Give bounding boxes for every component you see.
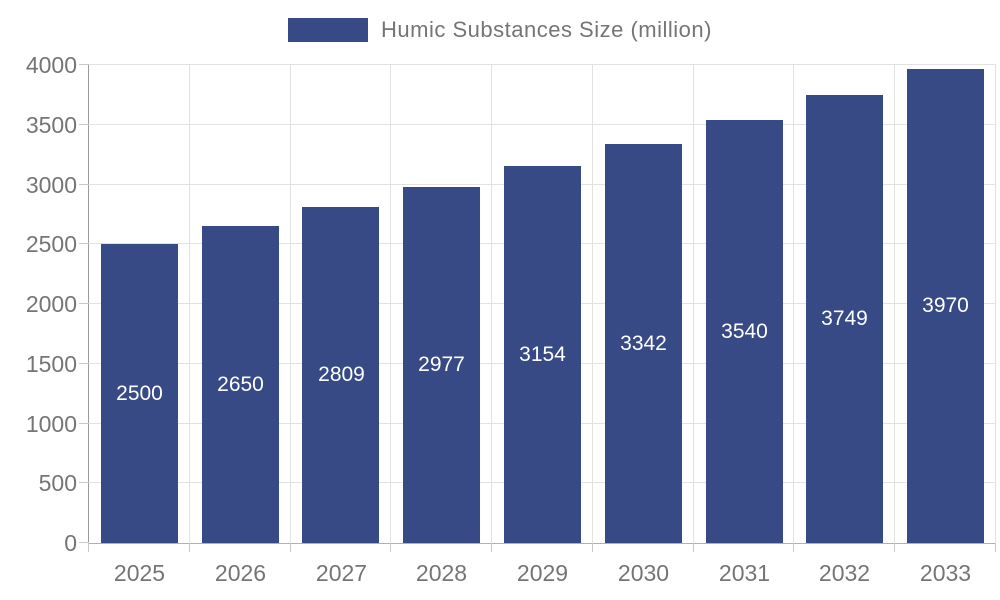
y-axis-tick bbox=[79, 243, 89, 245]
bar-value-label: 2650 bbox=[217, 373, 264, 396]
gridline-vertical bbox=[894, 65, 895, 543]
bar-value-label: 3154 bbox=[519, 343, 566, 366]
bar-2029[interactable] bbox=[504, 166, 581, 543]
x-axis-tick bbox=[693, 543, 694, 552]
x-axis-tick bbox=[189, 543, 190, 552]
y-axis-tick bbox=[79, 362, 89, 364]
bar-value-label: 3749 bbox=[821, 307, 868, 330]
y-axis-tick bbox=[79, 64, 89, 65]
gridline-vertical bbox=[390, 65, 391, 543]
bar-value-label: 3342 bbox=[620, 332, 667, 355]
x-axis-tick bbox=[894, 543, 895, 552]
gridline-vertical bbox=[491, 65, 492, 543]
gridline-vertical bbox=[793, 65, 794, 543]
y-axis-tick-label: 0 bbox=[64, 530, 77, 556]
y-axis-tick-label: 1000 bbox=[25, 410, 77, 437]
gridline-vertical bbox=[290, 65, 291, 543]
x-axis-tick bbox=[592, 543, 593, 552]
y-axis-tick bbox=[79, 123, 89, 125]
plot-area: 0 500 1000 1500 2000 2500 3000 3500 4000 2500 2025… bbox=[26, 52, 996, 586]
gridline-horizontal bbox=[89, 123, 996, 125]
y-axis-tick bbox=[79, 482, 89, 484]
y-axis-tick-label: 2500 bbox=[25, 231, 77, 258]
x-axis-tick-label: 2029 bbox=[516, 560, 569, 586]
x-axis-tick bbox=[390, 543, 391, 552]
gridline-vertical bbox=[995, 65, 996, 543]
x-axis-tick-label: 2033 bbox=[919, 560, 972, 586]
x-axis-tick bbox=[995, 543, 996, 552]
bar-value-label: 2500 bbox=[116, 382, 163, 405]
x-axis-tick-label: 2027 bbox=[315, 560, 368, 586]
y-axis-tick-label: 1500 bbox=[25, 350, 77, 377]
y-axis-tick-label: 3500 bbox=[25, 111, 77, 138]
x-axis-tick bbox=[290, 543, 291, 552]
x-axis-tick-label: 2030 bbox=[617, 560, 670, 586]
y-axis-tick-label: 3000 bbox=[25, 171, 77, 198]
bar-2031[interactable] bbox=[706, 120, 783, 543]
bar-2028[interactable] bbox=[403, 187, 480, 543]
x-axis-tick-label: 2028 bbox=[415, 560, 468, 586]
y-axis-tick bbox=[79, 183, 89, 185]
x-axis-tick bbox=[88, 543, 89, 552]
x-axis-tick-label: 2032 bbox=[818, 560, 871, 586]
bar-2030[interactable] bbox=[605, 144, 682, 543]
gridline-horizontal bbox=[89, 64, 996, 65]
gridline-vertical bbox=[693, 65, 694, 543]
legend-swatch-icon bbox=[288, 18, 369, 42]
bar-value-label: 2809 bbox=[318, 363, 365, 386]
x-axis-tick bbox=[793, 543, 794, 552]
bar-2025[interactable] bbox=[101, 244, 178, 543]
x-axis-tick-label: 2026 bbox=[214, 560, 267, 586]
y-axis-tick-label: 2000 bbox=[25, 291, 77, 317]
y-axis-tick-label: 4000 bbox=[25, 52, 77, 78]
x-axis-tick-label: 2031 bbox=[718, 560, 771, 586]
gridline-vertical bbox=[592, 65, 593, 543]
y-axis-tick bbox=[79, 542, 89, 543]
bar-2026[interactable] bbox=[202, 226, 279, 543]
y-axis-tick bbox=[79, 303, 89, 304]
bar-2032[interactable] bbox=[806, 95, 883, 543]
legend[interactable]: Humic Substances Size (million) bbox=[0, 16, 1000, 44]
bar-value-label: 3540 bbox=[721, 320, 768, 343]
bar-value-label: 3970 bbox=[922, 294, 969, 317]
y-axis-tick-label: 500 bbox=[38, 470, 77, 497]
legend-label: Humic Substances Size (million) bbox=[381, 17, 712, 42]
gridline-vertical bbox=[189, 65, 190, 543]
bar-2033[interactable] bbox=[907, 69, 984, 543]
bar-value-label: 2977 bbox=[418, 353, 465, 376]
x-axis-tick bbox=[491, 543, 492, 552]
x-axis-tick-label: 2025 bbox=[113, 560, 166, 586]
bar-2027[interactable] bbox=[302, 207, 379, 543]
y-axis-tick bbox=[79, 422, 89, 424]
